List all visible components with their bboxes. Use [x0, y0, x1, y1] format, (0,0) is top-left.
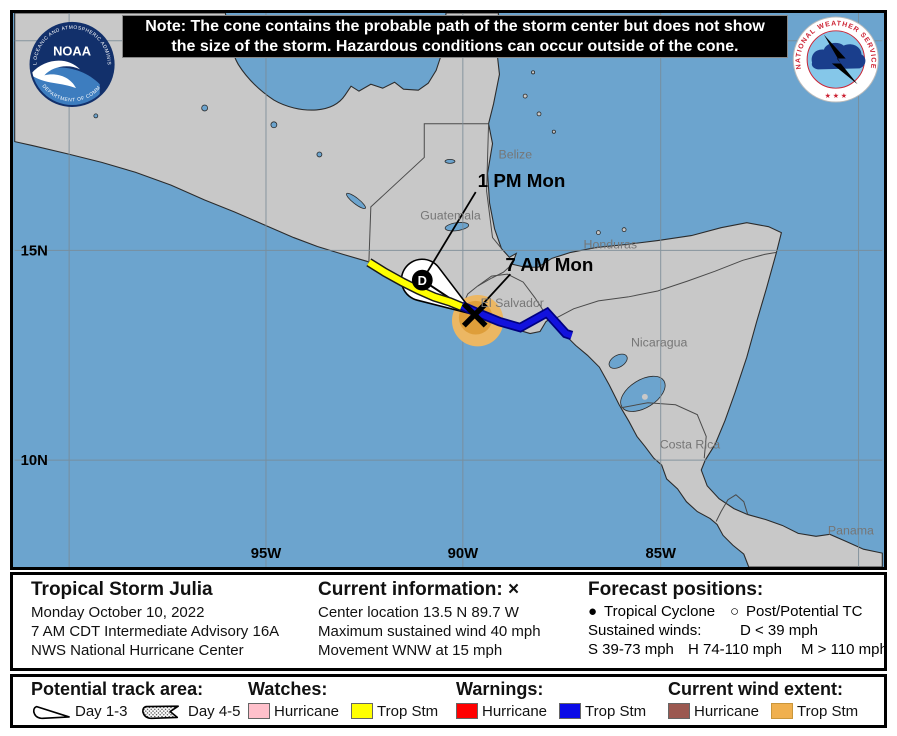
trop-stm-extent-swatch: [771, 703, 793, 719]
wind-category-m: M > 110 mph: [801, 641, 888, 658]
wind-extent-title: Current wind extent:: [668, 679, 844, 699]
label-el-salvador: El Salvador: [481, 296, 544, 310]
hurricane-watch-swatch: [248, 703, 270, 719]
nws-stars: ★ ★ ★: [825, 92, 847, 100]
wind-category-d: D < 39 mph: [740, 622, 818, 639]
trop-storm-watch-line: [366, 258, 464, 312]
current-info-title: Current information: ×: [318, 579, 520, 600]
label-15n: 15N: [21, 243, 48, 259]
country-labels: Belize Guatemala Honduras El Salvador Ni…: [420, 147, 874, 537]
label-belize: Belize: [498, 147, 532, 161]
forecast-positions-column: Forecast positions: ● Tropical Cyclone ○…: [588, 575, 888, 660]
current-center-location: Center location 13.5 N 89.7 W: [318, 604, 519, 621]
label-10n: 10N: [21, 453, 48, 469]
sustained-winds-label: Sustained winds:: [588, 622, 702, 639]
graticule-labels: 15N 10N 95W 90W 85W: [21, 243, 676, 562]
warnings-title: Warnings:: [456, 679, 544, 699]
hurricane-watch-label: Hurricane: [274, 703, 340, 720]
storm-title: Tropical Storm Julia: [31, 579, 213, 600]
label-honduras: Honduras: [584, 237, 638, 251]
legend-track-area: Potential track area: Day 1-3 Day 4-5: [31, 677, 246, 720]
note-banner: Note: The cone contains the probable pat…: [122, 15, 788, 58]
wind-category-h: H 74-110 mph: [688, 641, 782, 658]
label-7am-mon: 7 AM Mon: [505, 254, 593, 275]
storm-agency: NWS National Hurricane Center: [31, 642, 244, 659]
wind-category-s: S 39-73 mph: [588, 641, 674, 658]
current-movement: Movement WNW at 15 mph: [318, 642, 503, 659]
forecast-positions-title: Forecast positions:: [588, 579, 764, 600]
current-max-wind: Maximum sustained wind 40 mph: [318, 623, 541, 640]
map: D Belize Guatemala Honduras El Salvador …: [10, 10, 887, 570]
tropical-cyclone-label: Tropical Cyclone: [604, 603, 716, 620]
current-info-column: Current information: × Center location 1…: [318, 575, 580, 660]
day13-label: Day 1-3: [75, 703, 128, 720]
label-guatemala: Guatemala: [420, 209, 481, 223]
storm-date: Monday October 10, 2022: [31, 604, 205, 621]
info-panel: Tropical Storm Julia Monday October 10, …: [10, 572, 888, 671]
label-costa-rica: Costa Rica: [660, 437, 721, 451]
hurricane-warning-label: Hurricane: [482, 703, 548, 720]
note-banner-line1: Note: The cone contains the probable pat…: [145, 18, 765, 35]
trop-stm-warning-label: Trop Stm: [585, 703, 647, 720]
nws-logo: NATIONAL WEATHER SERVICE ★ ★ ★: [792, 16, 879, 103]
d-marker-label: D: [418, 273, 427, 288]
note-banner-line2: the size of the storm. Hazardous conditi…: [171, 38, 739, 55]
label-85w: 85W: [645, 546, 676, 562]
noaa-wordmark: NOAA: [53, 44, 91, 59]
label-95w: 95W: [251, 546, 282, 562]
day45-label: Day 4-5: [188, 703, 241, 720]
ometepe-island: [641, 393, 648, 400]
track-area-title: Potential track area:: [31, 679, 204, 699]
forecast-position-d: D: [411, 269, 433, 291]
hurricane-extent-swatch: [668, 703, 690, 719]
label-90w: 90W: [448, 546, 479, 562]
country-borders: [368, 123, 777, 522]
post-potential-label: Post/Potential TC: [746, 603, 863, 620]
hurricane-extent-label: Hurricane: [694, 703, 760, 720]
trop-stm-warning-swatch: [559, 703, 581, 719]
tropical-cyclone-dot-icon: ●: [588, 603, 598, 620]
trop-stm-watch-label: Trop Stm: [377, 703, 439, 720]
storm-info-column: Tropical Storm Julia Monday October 10, …: [31, 575, 311, 660]
current-position-x-glyph: ×: [508, 579, 520, 600]
label-panama: Panama: [828, 523, 874, 537]
cone-day45-icon: [142, 705, 180, 720]
map-svg: D Belize Guatemala Honduras El Salvador …: [13, 13, 883, 567]
label-nicaragua: Nicaragua: [631, 335, 687, 349]
legend-panel: Potential track area: Day 1-3 Day 4-5 Wa…: [10, 674, 887, 728]
post-potential-circle-icon: ○: [730, 603, 740, 620]
islands: [522, 70, 627, 235]
trop-stm-extent-label: Trop Stm: [797, 703, 859, 720]
current-position-x-icon: [461, 301, 488, 328]
forecast-time-labels: 1 PM Mon 7 AM Mon: [478, 170, 594, 275]
watches-title: Watches:: [248, 679, 328, 699]
leader-line-1pm: [426, 191, 477, 273]
label-1pm-mon: 1 PM Mon: [478, 170, 566, 191]
trop-stm-watch-swatch: [351, 703, 373, 719]
hurricane-warning-swatch: [456, 703, 478, 719]
cone-day13-icon: [32, 705, 70, 720]
storm-advisory: 7 AM CDT Intermediate Advisory 16A: [31, 623, 280, 640]
